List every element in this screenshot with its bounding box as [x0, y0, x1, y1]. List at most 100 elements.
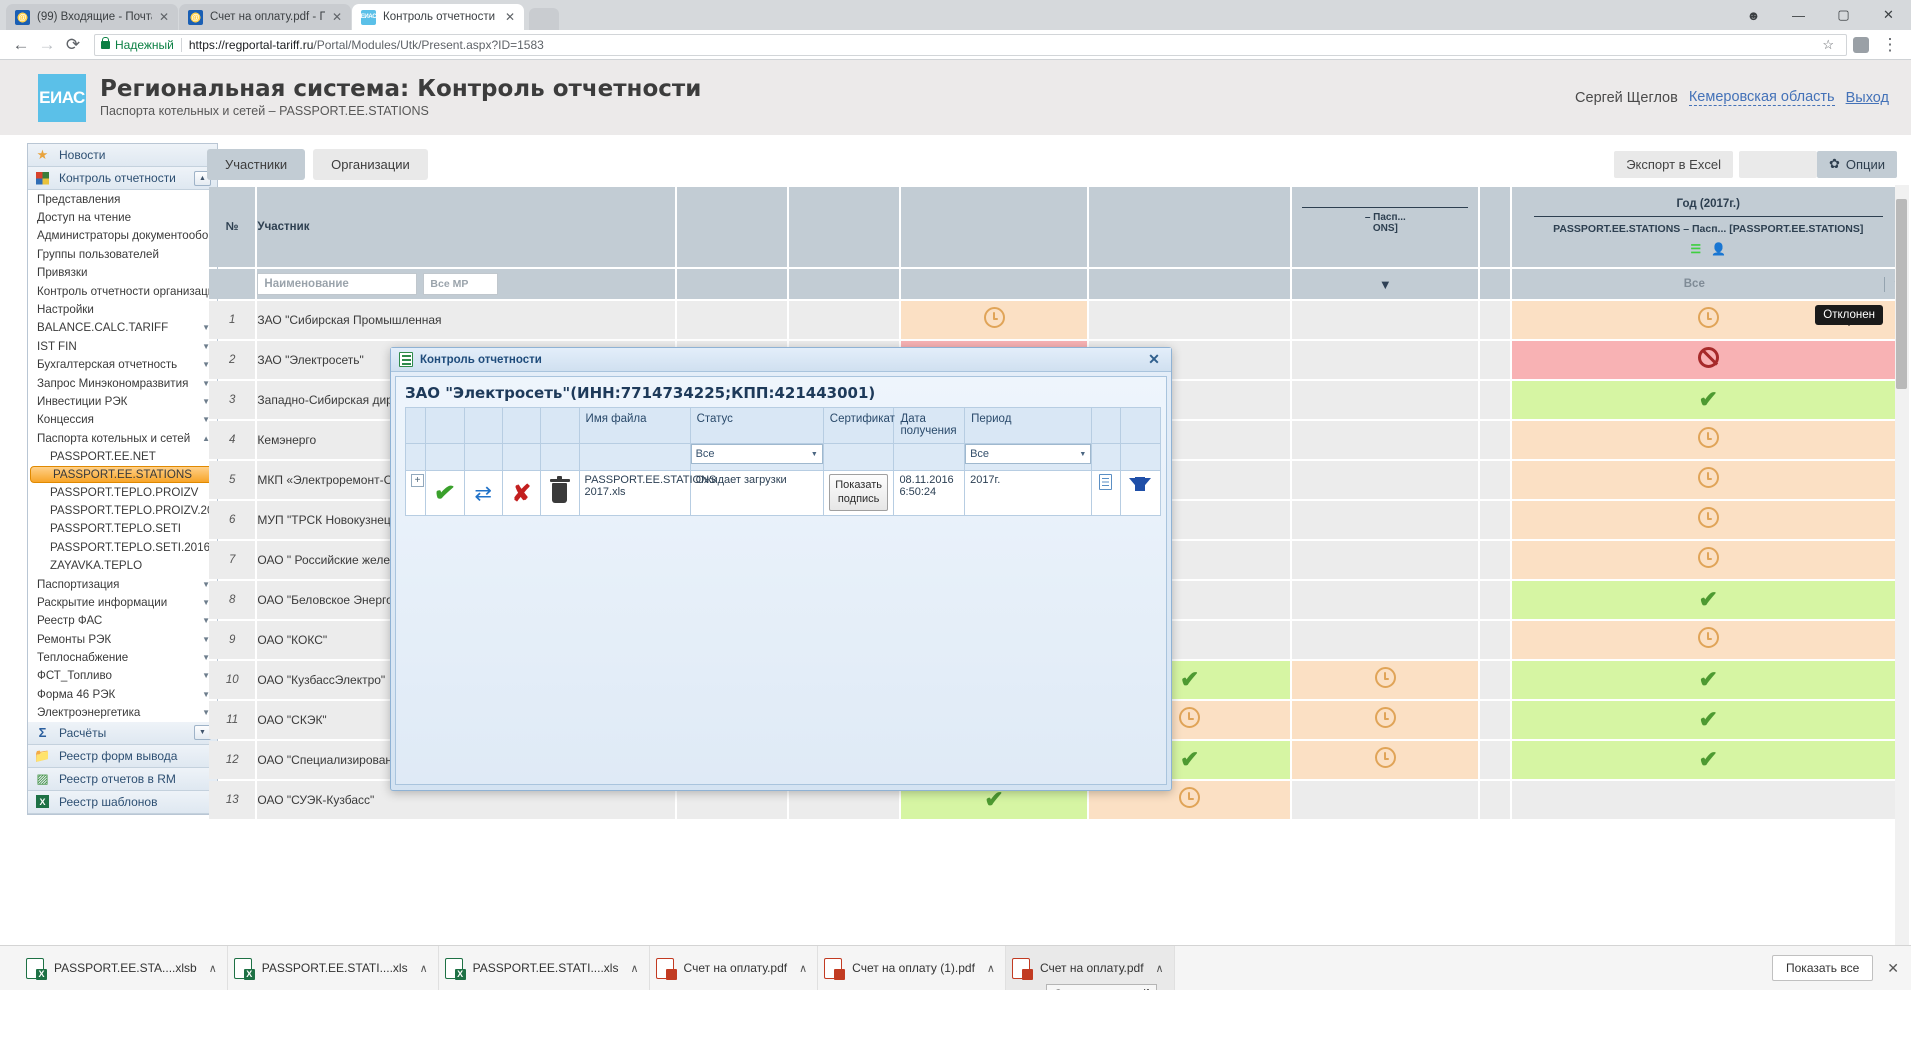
col-header-num[interactable]: №: [209, 187, 256, 267]
download-item-5[interactable]: Счет на оплату.pdf ∧ Счет на оплату.pdf: [1005, 945, 1175, 990]
logout-link[interactable]: Выход: [1845, 89, 1889, 106]
sidebar-item-1[interactable]: Доступ на чтение: [28, 208, 217, 226]
extension-icon[interactable]: [1853, 36, 1869, 53]
maximize-button[interactable]: ▢: [1837, 7, 1850, 22]
status-cell[interactable]: [1511, 501, 1905, 539]
status-cell[interactable]: [1292, 501, 1479, 539]
col-header-period-3[interactable]: – Пасп... ONS]: [1292, 187, 1479, 267]
chevron-down-icon[interactable]: ▼: [202, 579, 210, 589]
reload-icon[interactable]: ⟳: [65, 34, 81, 54]
download-item-4[interactable]: Счет на оплату (1).pdf ∧: [818, 945, 1006, 990]
minimize-button[interactable]: —: [1792, 7, 1805, 23]
menu-icon[interactable]: ⋮: [1881, 34, 1899, 54]
address-bar[interactable]: Надежный https://regportal-tariff.ru/Por…: [94, 33, 1847, 56]
sidebar-item-4[interactable]: Привязки: [28, 264, 217, 282]
sidebar-item-27[interactable]: Форма 46 РЭК ▼: [28, 685, 217, 703]
sidebar-group-news[interactable]: ★ Новости: [28, 144, 217, 167]
download-item-1[interactable]: PASSPORT.EE.STATI....xls ∧: [228, 945, 439, 990]
close-window-button[interactable]: ✕: [1883, 7, 1894, 22]
name-filter-input[interactable]: Наименование: [257, 273, 418, 295]
download-item-0[interactable]: PASSPORT.EE.STA....xlsb ∧: [20, 945, 228, 990]
status-cell[interactable]: [1292, 421, 1479, 459]
sidebar-item-8[interactable]: IST FIN ▼: [28, 337, 217, 355]
tab-participants[interactable]: Участники: [207, 148, 306, 180]
col-header-inn[interactable]: [677, 187, 788, 267]
sidebar-group-control[interactable]: Контроль отчетности ▲: [28, 167, 217, 190]
status-cell[interactable]: [1292, 741, 1479, 779]
status-cell[interactable]: [1511, 621, 1905, 659]
chevron-down-icon[interactable]: ▼: [202, 653, 210, 663]
sidebar-item-17[interactable]: PASSPORT.TEPLO.PROIZV.2016: [28, 501, 217, 519]
trash-icon[interactable]: [546, 474, 573, 512]
sidebar-item-22[interactable]: Раскрытие информации ▼: [28, 593, 217, 611]
sidebar-item-28[interactable]: Электроэнергетика ▼: [28, 704, 217, 722]
tab-organizations[interactable]: Организации: [313, 148, 428, 180]
col-header-kpp[interactable]: [789, 187, 900, 267]
sidebar-item-19[interactable]: PASSPORT.TEPLO.SETI.2016: [28, 538, 217, 556]
status-cell[interactable]: ✔: [1511, 701, 1905, 739]
status-cell[interactable]: ✔: [1511, 661, 1905, 699]
sidebar-item-0[interactable]: Представления: [28, 190, 217, 208]
sidebar-item-11[interactable]: Инвестиции РЭК ▼: [28, 392, 217, 410]
scrollbar-thumb[interactable]: [1896, 199, 1907, 389]
chevron-down-icon[interactable]: ▼: [202, 323, 210, 333]
status-cell[interactable]: ✔: [1511, 581, 1905, 619]
filter-icon[interactable]: ▼: [1378, 276, 1392, 292]
sidebar-item-9[interactable]: Бухгалтерская отчетность ▼: [28, 356, 217, 374]
status-cell[interactable]: [1511, 341, 1905, 379]
sidebar-item-24[interactable]: Ремонты РЭК ▼: [28, 630, 217, 648]
sidebar-item-2[interactable]: Администраторы документооборс: [28, 227, 217, 245]
sidebar-item-3[interactable]: Группы пользователей: [28, 245, 217, 263]
table-row[interactable]: 1 ЗАО "Сибирская Промышленная Отклонен: [209, 301, 1905, 339]
region-link[interactable]: Кемеровская область: [1688, 89, 1835, 106]
status-cell[interactable]: [1292, 701, 1479, 739]
sidebar-item-12[interactable]: Концессия ▼: [28, 411, 217, 429]
user-icon[interactable]: 👤: [1711, 242, 1727, 256]
sidebar-item-10[interactable]: Запрос Минэкономразвития ▼: [28, 374, 217, 392]
chevron-down-icon[interactable]: ▼: [202, 341, 210, 351]
status-cell[interactable]: ✔: [1511, 741, 1905, 779]
bookmark-star-icon[interactable]: ☆: [1822, 36, 1834, 52]
collapse-toggle-icon[interactable]: ▼: [194, 725, 211, 741]
close-icon[interactable]: ✕: [504, 10, 516, 24]
status-cell[interactable]: [1292, 581, 1479, 619]
chevron-down-icon[interactable]: ▼: [202, 378, 210, 388]
sidebar-item-7[interactable]: BALANCE.CALC.TARIFF ▼: [28, 319, 217, 337]
vertical-scrollbar[interactable]: [1895, 185, 1909, 974]
col-header-participant[interactable]: Участник: [257, 187, 676, 267]
status-cell[interactable]: [1511, 781, 1905, 819]
sidebar-item-26[interactable]: ФСТ_Топливо ▼: [28, 667, 217, 685]
dlg-col-filename[interactable]: Имя файла: [578, 407, 691, 444]
sidebar-item-6[interactable]: Настройки: [28, 300, 217, 318]
chevron-down-icon[interactable]: ▼: [202, 597, 210, 607]
refresh-icon[interactable]: ⇄: [474, 481, 492, 505]
dlg-col-status[interactable]: Статус: [689, 407, 824, 444]
browser-tab-0[interactable]: @ (99) Входящие - Почта ✕: [6, 4, 178, 30]
chevron-down-icon[interactable]: ▼: [202, 634, 210, 644]
sidebar-group-templates[interactable]: X Реестр шаблонов: [28, 790, 217, 814]
file-icon[interactable]: [1099, 474, 1113, 490]
col-header-year[interactable]: Год (2017г.) PASSPORT.EE.STATIONS – Пасп…: [1511, 187, 1905, 267]
status-cell[interactable]: [1292, 301, 1479, 339]
status-cell[interactable]: [1511, 541, 1905, 579]
close-icon[interactable]: ✕: [1148, 351, 1160, 367]
sidebar-item-23[interactable]: Реестр ФАС ▼: [28, 612, 217, 630]
status-cell[interactable]: [1292, 621, 1479, 659]
check-icon[interactable]: ✔: [432, 477, 458, 509]
status-cell[interactable]: [1088, 301, 1291, 339]
chevron-up-icon[interactable]: ▲: [202, 433, 210, 443]
sidebar-item-25[interactable]: Теплоснабжение ▼: [28, 648, 217, 666]
blank-field[interactable]: [1738, 150, 1817, 178]
account-icon[interactable]: ☻: [1746, 7, 1761, 23]
show-all-downloads-button[interactable]: Показать все: [1772, 955, 1874, 981]
x-icon[interactable]: ✘: [511, 479, 532, 506]
back-icon[interactable]: ←: [12, 34, 30, 54]
sidebar-item-15[interactable]: PASSPORT.EE.STATIONS: [30, 465, 215, 483]
list-icon[interactable]: ☰: [1690, 242, 1702, 256]
chevron-down-icon[interactable]: ▼: [202, 689, 210, 699]
expand-row-button[interactable]: +: [411, 474, 424, 487]
status-cell[interactable]: [1292, 781, 1479, 819]
sidebar-group-rm[interactable]: ▨ Реестр отчетов в RM: [28, 767, 217, 791]
download-item-3[interactable]: Счет на оплату.pdf ∧: [650, 945, 819, 990]
sidebar-item-16[interactable]: PASSPORT.TEPLO.PROIZV: [28, 483, 217, 501]
